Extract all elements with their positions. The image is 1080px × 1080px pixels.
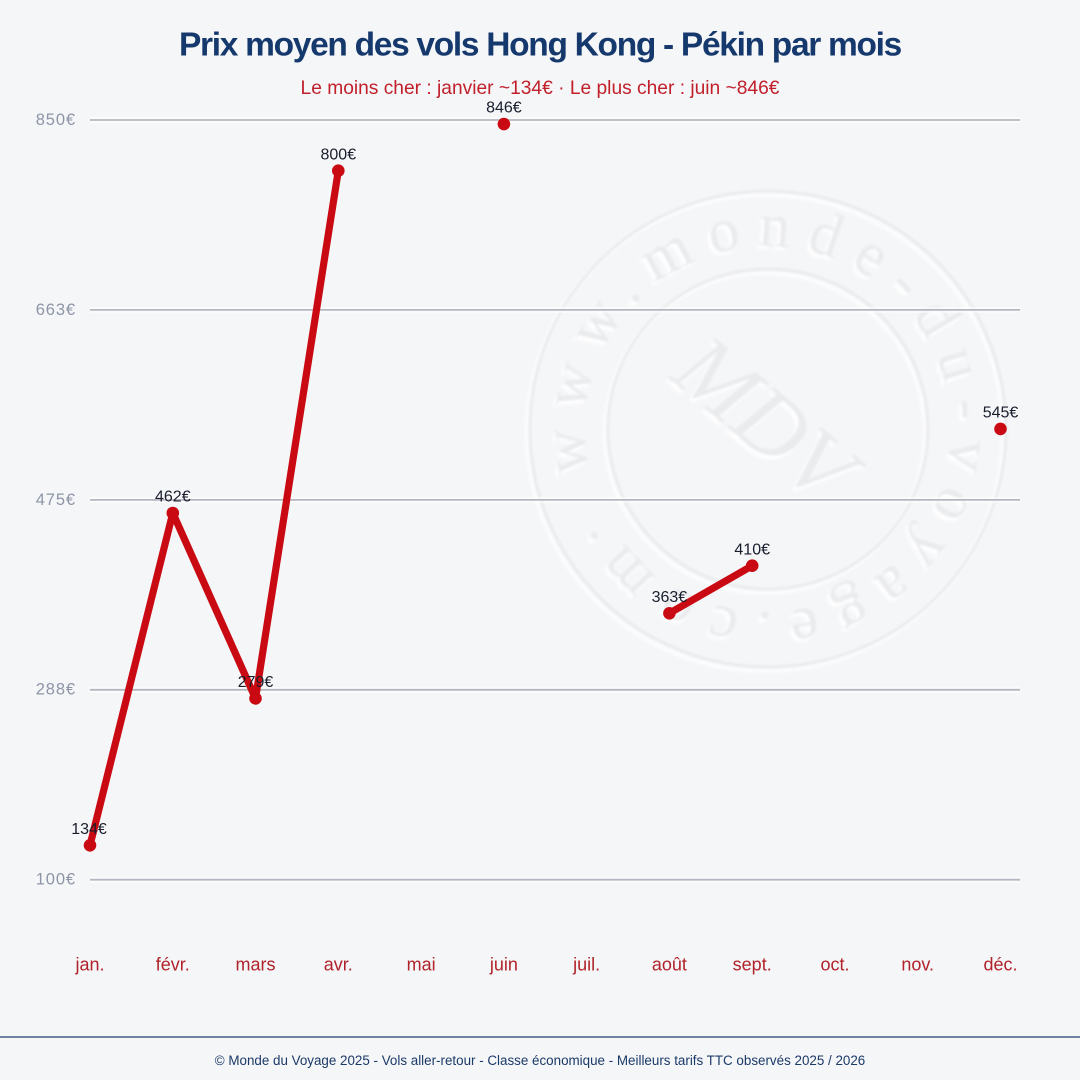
svg-text:sept.: sept. — [733, 955, 772, 975]
svg-text:Prix moyen des vols Hong Kong: Prix moyen des vols Hong Kong - Pékin pa… — [179, 27, 902, 64]
svg-text:410€: 410€ — [734, 541, 770, 558]
svg-text:août: août — [652, 955, 687, 975]
svg-text:846€: 846€ — [486, 100, 522, 117]
svg-text:déc.: déc. — [983, 955, 1017, 975]
svg-text:juil.: juil. — [572, 955, 600, 975]
svg-text:© Monde du Voyage 2025 - Vols: © Monde du Voyage 2025 - Vols aller-reto… — [215, 1053, 865, 1068]
svg-text:288€: 288€ — [36, 681, 76, 699]
svg-text:févr.: févr. — [156, 955, 190, 975]
svg-text:800€: 800€ — [321, 146, 357, 163]
svg-text:Le moins cher : janvier ~134€: Le moins cher : janvier ~134€ · Le plus … — [301, 78, 780, 99]
svg-text:mai: mai — [407, 955, 436, 975]
svg-text:545€: 545€ — [983, 405, 1019, 422]
svg-text:134€: 134€ — [71, 821, 107, 838]
svg-text:475€: 475€ — [36, 491, 76, 509]
svg-text:jan.: jan. — [74, 955, 104, 975]
svg-text:363€: 363€ — [652, 589, 688, 606]
svg-text:100€: 100€ — [36, 871, 76, 889]
svg-text:462€: 462€ — [155, 489, 191, 506]
svg-text:663€: 663€ — [36, 301, 76, 319]
svg-text:mars: mars — [236, 955, 276, 975]
svg-text:279€: 279€ — [238, 674, 274, 691]
svg-text:juin: juin — [489, 955, 518, 975]
svg-text:850€: 850€ — [36, 111, 76, 129]
svg-text:avr.: avr. — [324, 955, 353, 975]
svg-text:oct.: oct. — [820, 955, 849, 975]
svg-text:nov.: nov. — [901, 955, 934, 975]
